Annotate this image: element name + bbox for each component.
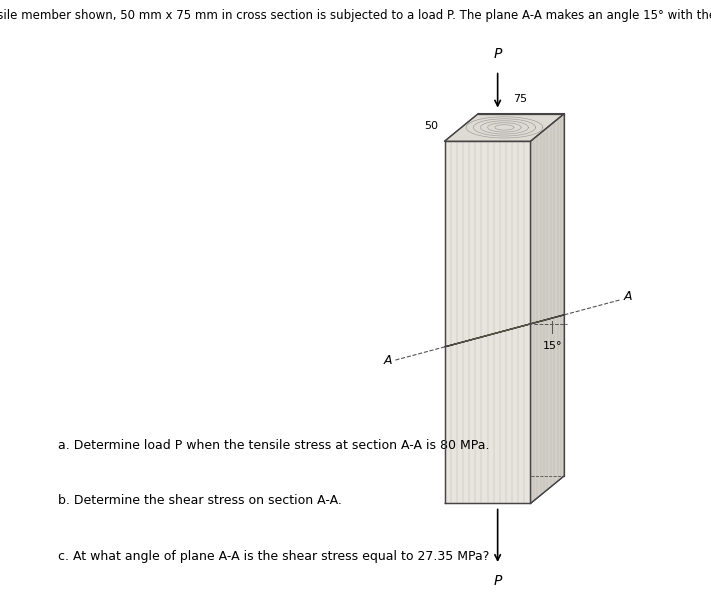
Polygon shape <box>444 315 565 347</box>
Text: A: A <box>624 290 632 303</box>
Polygon shape <box>530 114 565 503</box>
Text: The tensile member shown, 50 mm x 75 mm in cross section is subjected to a load : The tensile member shown, 50 mm x 75 mm … <box>0 9 711 22</box>
Text: 75: 75 <box>513 95 527 104</box>
Polygon shape <box>444 114 565 141</box>
Text: a. Determine load P when the tensile stress at section A-A is 80 MPa.: a. Determine load P when the tensile str… <box>58 439 489 452</box>
Text: P: P <box>493 574 502 588</box>
Text: P: P <box>493 47 502 61</box>
Text: A: A <box>383 354 392 367</box>
Text: 15°: 15° <box>542 341 562 351</box>
Polygon shape <box>444 141 530 503</box>
Text: b. Determine the shear stress on section A-A.: b. Determine the shear stress on section… <box>58 494 341 507</box>
Text: c. At what angle of plane A-A is the shear stress equal to 27.35 MPa?: c. At what angle of plane A-A is the she… <box>58 550 489 562</box>
Text: 50: 50 <box>424 121 439 131</box>
